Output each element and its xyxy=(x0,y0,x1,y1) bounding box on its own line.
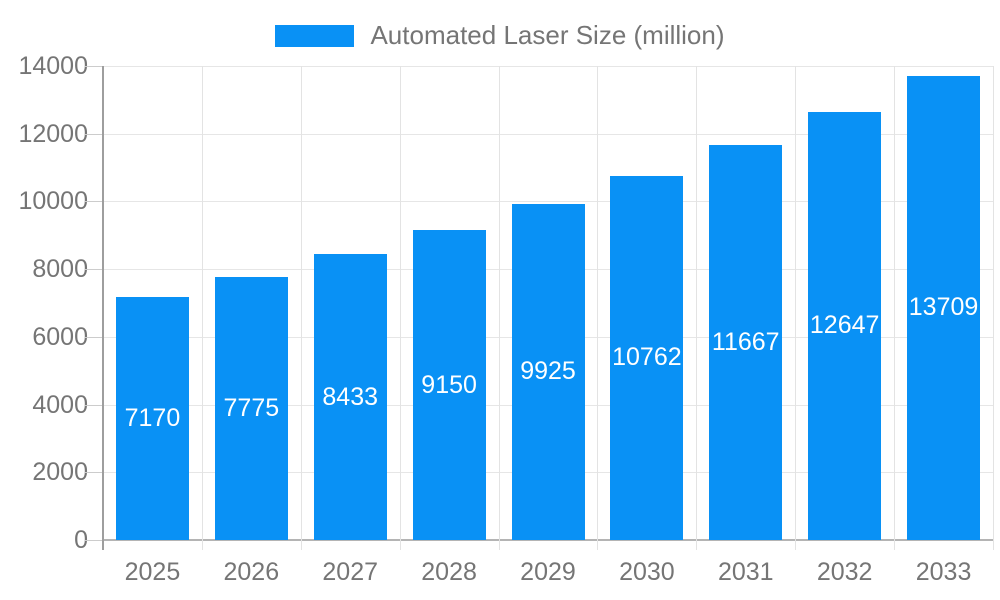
gridline-vertical xyxy=(993,66,994,550)
bar-2031: 11667 xyxy=(709,144,783,540)
gridline-horizontal xyxy=(103,201,993,203)
x-tick-label-2026: 2026 xyxy=(223,558,280,586)
bar-value-label: 7775 xyxy=(223,393,280,422)
y-tick-label: 10000 xyxy=(18,187,88,216)
y-tick-label: 2000 xyxy=(32,458,88,487)
bar-2032: 12647 xyxy=(808,111,882,540)
bar-2028: 9150 xyxy=(412,230,486,540)
y-axis-tick xyxy=(85,133,103,135)
y-axis-labels: 0 2000 4000 6000 8000 10000 12000 14000 xyxy=(0,0,88,600)
x-axis-baseline xyxy=(103,539,993,541)
x-tick-label-2028: 2028 xyxy=(421,558,477,586)
x-tick-label-2029: 2029 xyxy=(520,558,576,586)
gridline-horizontal xyxy=(103,133,993,135)
y-axis-tick xyxy=(85,66,103,67)
y-axis-tick xyxy=(85,404,103,406)
bar-value-label: 8433 xyxy=(322,382,379,411)
y-axis-line xyxy=(102,66,104,550)
plot-area: 7170 7775 8433 9150 9925 10762 11667 12647 13709 xyxy=(85,66,994,550)
y-axis-tick xyxy=(85,269,103,271)
x-tick-label-2025: 2025 xyxy=(124,558,181,586)
gridline-vertical xyxy=(498,66,500,550)
gridline-vertical xyxy=(894,66,896,550)
y-axis-tick xyxy=(85,540,103,541)
bar-2029: 9925 xyxy=(511,203,585,540)
bar-value-label: 9925 xyxy=(520,357,576,386)
bar-value-label: 10762 xyxy=(612,343,682,372)
gridline-vertical xyxy=(201,66,203,550)
gridline-horizontal xyxy=(103,66,993,67)
bar-value-label: 7170 xyxy=(124,404,181,433)
gridline-vertical xyxy=(696,66,698,550)
bar-value-label: 12647 xyxy=(809,311,880,340)
y-tick-label: 4000 xyxy=(32,390,88,419)
bar-value-label: 11667 xyxy=(711,327,780,356)
y-tick-label: 0 xyxy=(74,526,88,554)
bar-2030: 10762 xyxy=(610,175,684,540)
y-tick-label: 12000 xyxy=(18,119,88,148)
bar-2033: 13709 xyxy=(907,75,981,540)
y-tick-label: 14000 xyxy=(18,52,88,80)
bar-value-label: 13709 xyxy=(908,293,979,322)
bar-2025: 7170 xyxy=(115,297,189,540)
bar-value-label: 9150 xyxy=(421,370,477,399)
x-tick-label-2027: 2027 xyxy=(322,558,379,586)
y-tick-label: 6000 xyxy=(32,322,88,351)
x-tick-label-2032: 2032 xyxy=(816,558,873,586)
y-axis-tick xyxy=(85,472,103,474)
gridline-vertical xyxy=(399,66,401,550)
x-tick-label-2030: 2030 xyxy=(619,558,675,586)
legend: Automated Laser Size (million) xyxy=(0,20,1000,51)
y-axis-tick xyxy=(85,201,103,203)
gridline-vertical xyxy=(300,66,302,550)
bar-2026: 7775 xyxy=(214,276,288,540)
legend-label: Automated Laser Size (million) xyxy=(370,20,725,50)
gridline-vertical xyxy=(795,66,797,550)
x-tick-label-2033: 2033 xyxy=(915,558,972,586)
legend-swatch xyxy=(275,24,355,47)
y-tick-label: 8000 xyxy=(32,255,88,284)
x-axis-labels: 2025 2026 2027 2028 2029 2030 2031 2032 2033 xyxy=(103,558,993,590)
bar-2027: 8433 xyxy=(313,254,387,540)
gridline-vertical xyxy=(597,66,599,550)
y-axis-tick xyxy=(85,336,103,338)
x-tick-label-2031: 2031 xyxy=(717,558,774,586)
